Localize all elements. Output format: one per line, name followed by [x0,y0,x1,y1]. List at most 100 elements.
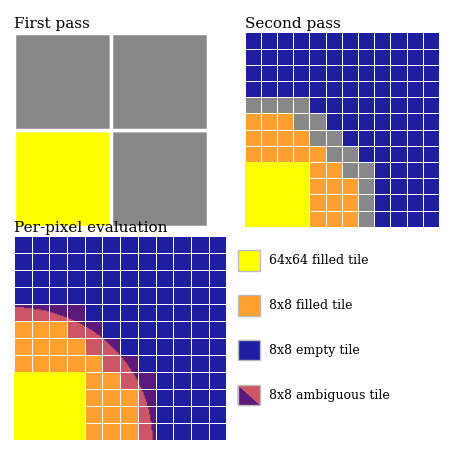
Bar [293,81,310,97]
Bar [423,211,439,227]
Bar [277,97,293,113]
Bar [261,32,277,49]
Bar [85,423,103,440]
Bar [277,32,293,49]
Bar [111,130,208,227]
Bar [103,270,120,287]
Text: Second pass: Second pass [245,17,340,31]
Bar [374,130,390,146]
Bar [173,355,191,372]
Bar [67,304,85,321]
Bar [173,287,191,304]
Bar [245,32,261,49]
Bar [191,253,209,270]
Bar [293,146,310,162]
Bar [120,372,138,389]
Bar [156,304,173,321]
Text: First pass: First pass [14,18,90,31]
Bar [49,338,67,355]
Bar [191,304,209,321]
Bar [245,97,261,113]
Bar [67,236,85,253]
Bar [156,270,173,287]
Bar [120,355,138,372]
Bar [103,389,120,406]
Bar [14,270,31,287]
Bar [245,65,261,81]
Bar [374,65,390,81]
Bar [277,81,293,97]
Bar [342,178,358,194]
Bar [67,253,85,270]
Bar [342,32,358,49]
Bar [85,236,103,253]
Bar [138,372,156,389]
Bar [103,423,120,440]
Bar [14,253,31,270]
Bar [390,162,407,178]
Bar [342,146,358,162]
Bar [191,270,209,287]
Bar [138,321,156,338]
Bar [342,194,358,211]
Text: 8x8 ambiguous tile: 8x8 ambiguous tile [269,388,390,401]
Bar [120,406,138,423]
Text: Per-pixel evaluation: Per-pixel evaluation [14,221,167,235]
Bar [173,389,191,406]
Bar [103,355,120,372]
Bar [407,65,423,81]
Bar [310,113,326,130]
Bar [156,423,173,440]
Bar [390,81,407,97]
Bar [173,253,191,270]
Bar [14,130,111,227]
Bar [14,287,31,304]
Bar [103,287,120,304]
Bar [31,253,49,270]
Bar [374,113,390,130]
Bar [191,287,209,304]
Bar [191,355,209,372]
Bar [342,162,358,178]
Bar [293,97,310,113]
Bar [358,113,374,130]
Bar [85,406,103,423]
Bar [407,178,423,194]
Bar [209,389,226,406]
Bar [209,287,226,304]
Bar [293,49,310,65]
Bar [67,321,85,338]
Bar [245,130,261,146]
Bar [209,253,226,270]
Bar [407,32,423,49]
Bar [342,49,358,65]
Bar [31,304,49,321]
Bar [191,406,209,423]
Bar [120,338,138,355]
Bar [209,321,226,338]
Bar [310,146,326,162]
Bar [293,130,310,146]
Bar [238,340,261,360]
Bar [342,65,358,81]
Bar [238,250,261,271]
Bar [407,113,423,130]
Bar [407,146,423,162]
Bar [156,253,173,270]
Bar [156,389,173,406]
Text: 64x64 filled tile: 64x64 filled tile [269,254,369,267]
Bar [374,49,390,65]
Bar [374,178,390,194]
Bar [85,287,103,304]
Bar [277,130,293,146]
Bar [374,162,390,178]
Bar [358,81,374,97]
Bar [49,236,67,253]
Bar [138,406,156,423]
Bar [310,49,326,65]
Bar [14,372,85,440]
Bar [14,32,111,130]
Bar [191,338,209,355]
Bar [138,270,156,287]
Bar [374,211,390,227]
